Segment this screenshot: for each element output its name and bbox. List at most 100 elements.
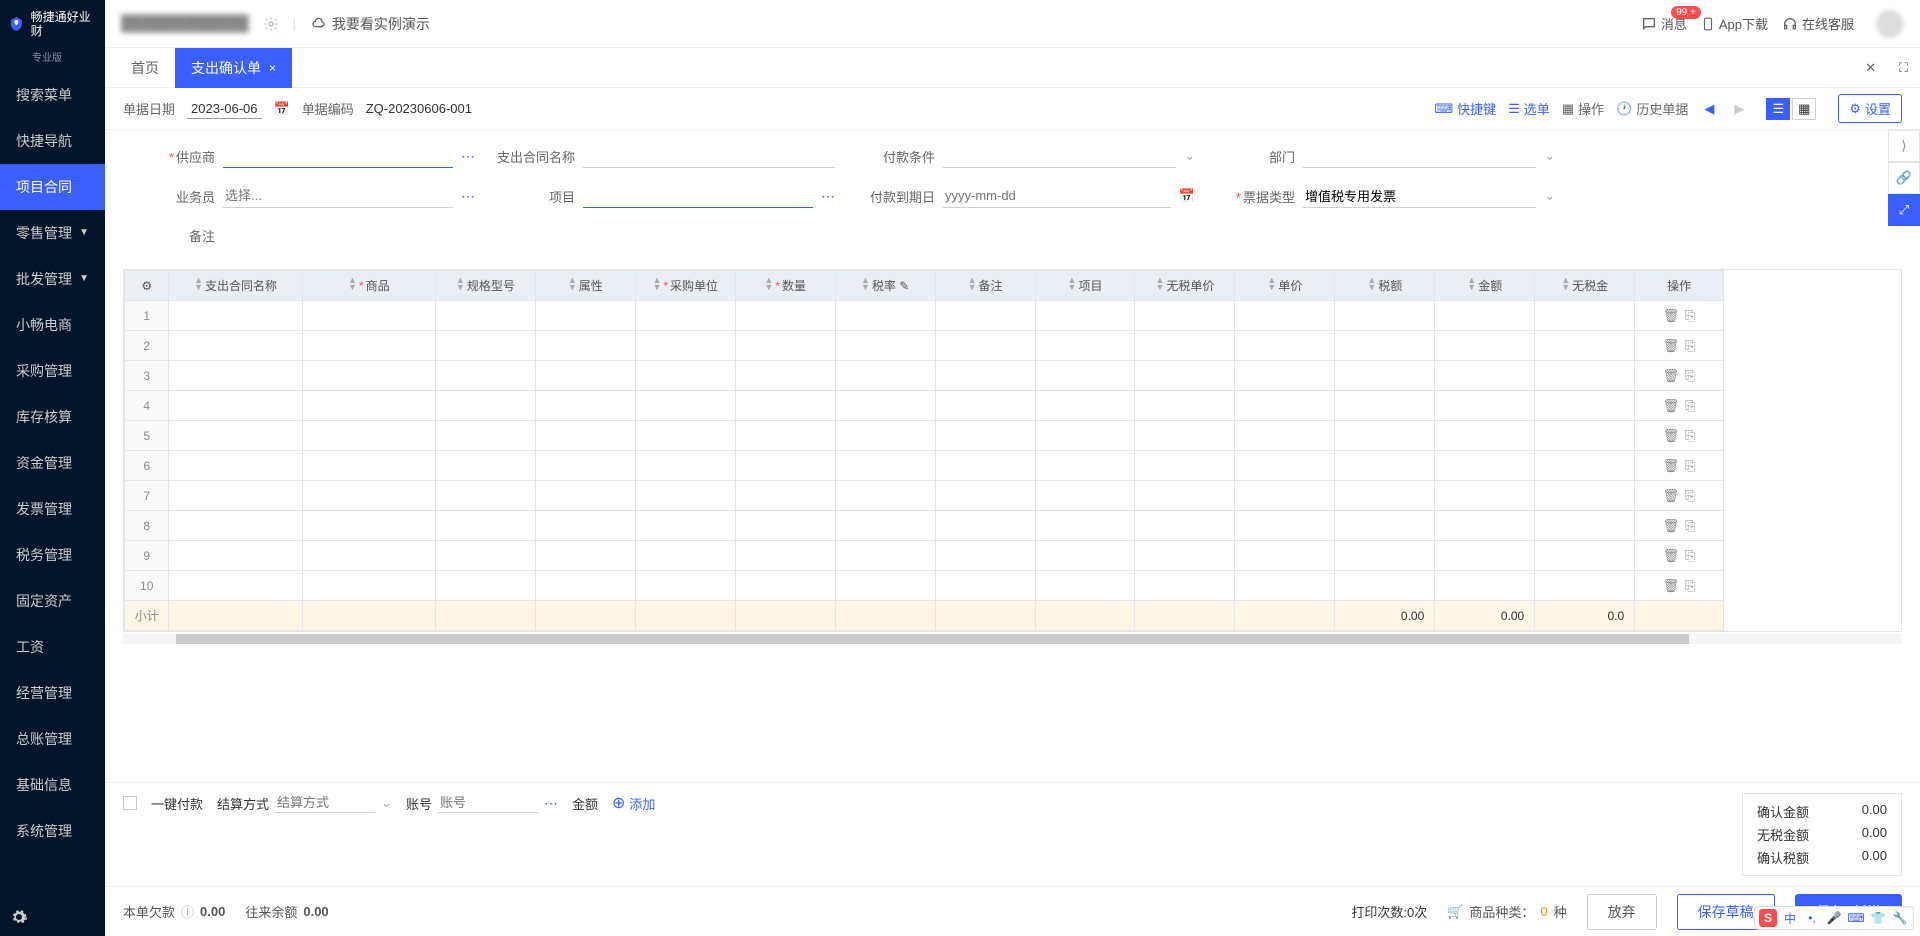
table-cell[interactable] (1335, 541, 1435, 571)
sidebar-item-12[interactable]: 工资 (0, 624, 105, 670)
delete-icon[interactable]: 🗑 (1663, 518, 1680, 533)
table-cell[interactable] (1435, 481, 1535, 511)
table-cell[interactable] (735, 361, 835, 391)
table-cell[interactable] (1035, 511, 1135, 541)
rail-collapse-icon[interactable]: ⟩ (1888, 130, 1920, 162)
table-cell[interactable] (935, 301, 1035, 331)
table-cell[interactable] (735, 511, 835, 541)
table-cell[interactable] (169, 571, 302, 601)
ime-keyboard-icon[interactable]: ⌨ (1847, 909, 1865, 927)
sidebar-item-3[interactable]: 零售管理▼ (0, 210, 105, 256)
table-cell[interactable] (635, 481, 735, 511)
demo-link[interactable]: 我要看实例演示 (310, 14, 430, 34)
table-cell[interactable] (935, 511, 1035, 541)
sidebar-item-10[interactable]: 税务管理 (0, 532, 105, 578)
app-download-button[interactable]: App下载 (1701, 14, 1768, 33)
table-cell[interactable] (1435, 301, 1535, 331)
invoicetype-input[interactable] (1303, 184, 1536, 208)
table-cell[interactable] (435, 421, 535, 451)
more-icon[interactable]: ⋯ (821, 188, 835, 205)
table-cell[interactable] (169, 541, 302, 571)
table-cell[interactable] (835, 391, 935, 421)
table-cell[interactable] (1235, 571, 1335, 601)
table-cell[interactable] (435, 571, 535, 601)
table-cell[interactable] (1035, 361, 1135, 391)
copy-icon[interactable]: ⎘ (1685, 338, 1695, 353)
table-cell[interactable] (302, 421, 435, 451)
table-cell[interactable] (1135, 331, 1235, 361)
ime-toolbox-icon[interactable]: 🔧 (1891, 909, 1909, 927)
table-cell[interactable] (835, 571, 935, 601)
table-cell[interactable] (835, 541, 935, 571)
table-cell[interactable] (735, 481, 835, 511)
table-cell[interactable] (1035, 541, 1135, 571)
table-cell[interactable] (435, 451, 535, 481)
settings-icon[interactable] (10, 908, 28, 926)
dept-input[interactable] (1303, 144, 1536, 168)
settings-button[interactable]: ⚙ 设置 (1838, 94, 1902, 123)
table-cell[interactable] (1335, 331, 1435, 361)
table-cell[interactable] (1035, 301, 1135, 331)
copy-icon[interactable]: ⎘ (1685, 458, 1695, 473)
table-cell[interactable] (535, 301, 635, 331)
copy-icon[interactable]: ⎘ (1685, 518, 1695, 533)
table-cell[interactable] (835, 301, 935, 331)
supplier-input[interactable] (223, 144, 453, 168)
delete-icon[interactable]: 🗑 (1663, 338, 1680, 353)
table-cell[interactable] (435, 301, 535, 331)
table-cell[interactable] (535, 451, 635, 481)
table-cell[interactable] (1535, 571, 1635, 601)
table-cell[interactable] (635, 511, 735, 541)
table-cell[interactable] (1335, 481, 1435, 511)
table-cell[interactable] (935, 541, 1035, 571)
delete-icon[interactable]: 🗑 (1663, 428, 1680, 443)
table-cell[interactable] (1435, 391, 1535, 421)
delete-icon[interactable]: 🗑 (1663, 488, 1680, 503)
prev-doc-icon[interactable]: ◀ (1700, 101, 1718, 117)
copy-icon[interactable]: ⎘ (1685, 398, 1695, 413)
table-cell[interactable] (535, 571, 635, 601)
table-cell[interactable] (169, 511, 302, 541)
table-cell[interactable] (1135, 421, 1235, 451)
more-icon[interactable]: ⋯ (461, 188, 475, 205)
table-cell[interactable] (435, 361, 535, 391)
table-cell[interactable] (1035, 571, 1135, 601)
table-cell[interactable] (535, 541, 635, 571)
delete-icon[interactable]: 🗑 (1663, 458, 1680, 473)
table-cell[interactable] (1535, 421, 1635, 451)
sidebar-item-5[interactable]: 小畅电商 (0, 302, 105, 348)
table-cell[interactable] (1435, 541, 1535, 571)
table-cell[interactable] (1535, 391, 1635, 421)
table-cell[interactable] (1235, 541, 1335, 571)
table-cell[interactable] (535, 391, 635, 421)
table-cell[interactable] (935, 421, 1035, 451)
abandon-button[interactable]: 放弃 (1587, 894, 1657, 930)
view-card-icon[interactable]: ▦ (1792, 98, 1816, 120)
table-cell[interactable] (835, 451, 935, 481)
table-cell[interactable] (1435, 361, 1535, 391)
table-cell[interactable] (169, 361, 302, 391)
ime-lang-icon[interactable]: 中 (1781, 909, 1799, 927)
table-cell[interactable] (635, 331, 735, 361)
table-cell[interactable] (635, 541, 735, 571)
history-link[interactable]: 🕐 历史单据 (1616, 99, 1688, 118)
table-cell[interactable] (735, 571, 835, 601)
project-input[interactable] (583, 184, 813, 208)
table-cell[interactable] (169, 391, 302, 421)
delete-icon[interactable]: 🗑 (1663, 548, 1680, 563)
view-list-icon[interactable]: ☰ (1766, 98, 1790, 120)
table-cell[interactable] (535, 481, 635, 511)
table-cell[interactable] (635, 421, 735, 451)
sidebar-item-6[interactable]: 采购管理 (0, 348, 105, 394)
contract-input[interactable] (583, 144, 835, 168)
table-cell[interactable] (1235, 421, 1335, 451)
table-cell[interactable] (1435, 451, 1535, 481)
table-cell[interactable] (1535, 331, 1635, 361)
ime-skin-icon[interactable]: 👕 (1869, 909, 1887, 927)
delete-icon[interactable]: 🗑 (1663, 398, 1680, 413)
more-icon[interactable]: ⋯ (544, 795, 558, 812)
sidebar-item-13[interactable]: 经营管理 (0, 670, 105, 716)
delete-icon[interactable]: 🗑 (1663, 368, 1680, 383)
table-cell[interactable] (435, 541, 535, 571)
calendar-icon[interactable]: 📅 (274, 101, 290, 117)
